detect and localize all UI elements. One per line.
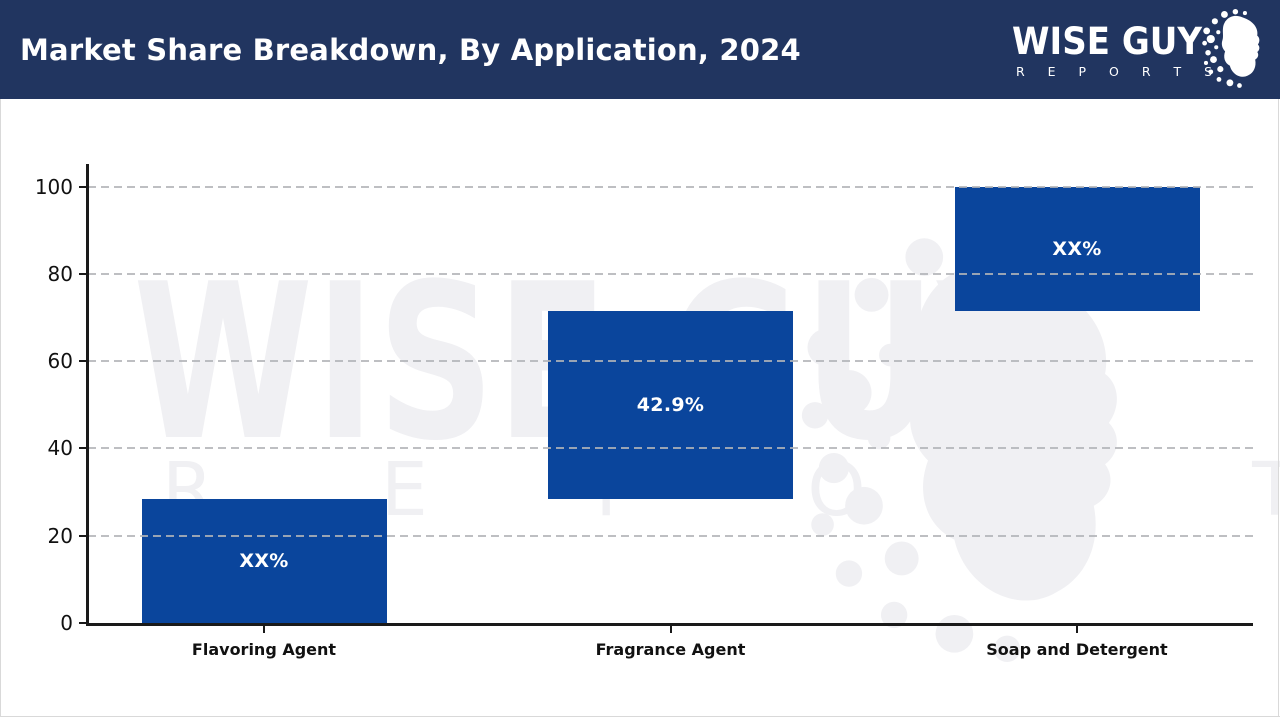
header-banner: Market Share Breakdown, By Application, … <box>0 0 1280 99</box>
y-tick-100 <box>79 185 86 188</box>
y-axis-spine <box>86 164 89 625</box>
x-tick-label-1: Flavoring Agent <box>191 640 337 659</box>
y-tick-label-100: 100 <box>34 174 73 199</box>
page-border-bottom <box>0 716 1280 717</box>
bar-flavoring-agent: XX% <box>141 498 387 623</box>
gridline-100 <box>88 185 1253 188</box>
logo-wordmark-line1: WISE GUY <box>1012 20 1203 63</box>
bar-value-label: 42.9% <box>636 393 705 416</box>
page-title: Market Share Breakdown, By Application, … <box>20 32 801 67</box>
y-tick-label-60: 60 <box>47 349 73 374</box>
bar-value-label: XX% <box>239 549 289 572</box>
x-tick-3 <box>1076 625 1078 633</box>
y-tick-0 <box>79 622 86 624</box>
gridline-80 <box>88 272 1253 275</box>
y-tick-60 <box>79 360 86 363</box>
chart-area: WISE GUY R E P O R T S XX%42.9%XX%020406… <box>0 99 1280 720</box>
gridline-40 <box>88 447 1253 450</box>
logo-wordmark-line2: R E P O R T S <box>1016 63 1222 79</box>
x-tick-label-3: Soap and Detergent <box>986 640 1168 659</box>
x-tick-1 <box>263 625 265 633</box>
x-tick-label-2: Fragrance Agent <box>595 640 746 659</box>
gridline-60 <box>88 360 1253 363</box>
x-axis-spine <box>86 623 1253 626</box>
y-tick-label-0: 0 <box>60 611 73 635</box>
bar-fragrance-agent: 42.9% <box>548 311 793 499</box>
wise-guy-reports-logo: WISE GUY R E P O R T S <box>1012 9 1270 91</box>
y-tick-label-40: 40 <box>47 436 73 461</box>
x-tick-2 <box>669 625 672 633</box>
y-tick-20 <box>79 534 86 537</box>
y-tick-label-80: 80 <box>47 261 73 286</box>
bar-soap-and-detergent: XX% <box>954 186 1200 312</box>
bar-value-label: XX% <box>1052 237 1102 260</box>
page-border-left <box>0 99 1 717</box>
gridline-20 <box>88 534 1253 537</box>
logo-face-icon <box>1202 9 1260 88</box>
logo-wordmark: WISE GUY R E P O R T S <box>1012 20 1222 79</box>
y-tick-40 <box>79 447 86 450</box>
y-tick-80 <box>79 272 86 275</box>
page-border-right <box>1278 99 1279 717</box>
y-tick-label-20: 20 <box>47 523 73 548</box>
